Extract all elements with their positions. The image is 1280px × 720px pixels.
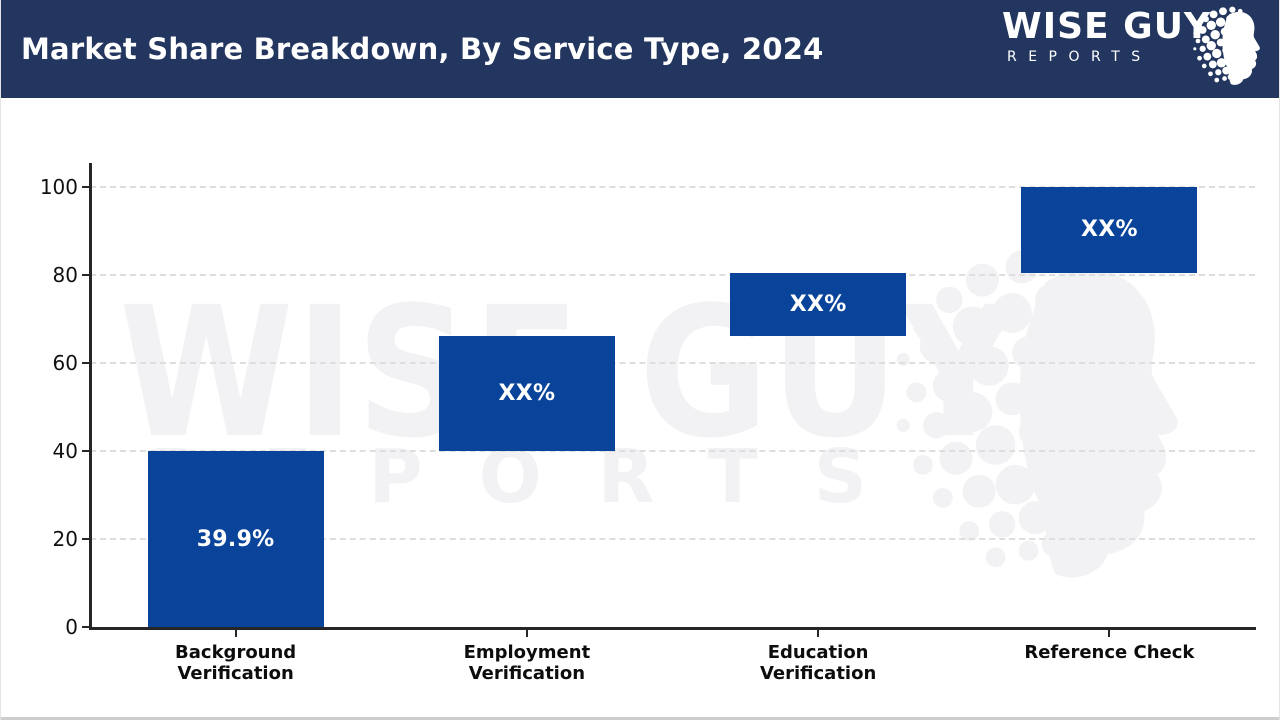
x-category-label-line: Verification — [759, 663, 877, 684]
logo-tagline: REPORTS — [1006, 48, 1152, 65]
x-category-label: Education Verification — [678, 642, 958, 684]
y-tick-mark — [82, 186, 90, 188]
bar-value-label: 39.9% — [196, 526, 275, 552]
x-category-label: Reference Check — [969, 642, 1249, 663]
gridline-60 — [90, 362, 1255, 364]
y-tick-mark — [82, 274, 90, 276]
bar-1: 39.9% — [147, 451, 324, 627]
watermark-face-icon — [896, 247, 1178, 578]
bar-2: XX% — [438, 336, 615, 452]
header-banner: Market Share Breakdown, By Service Type,… — [1, 0, 1279, 98]
y-axis — [89, 163, 92, 629]
x-category-label-line: Education — [767, 642, 869, 663]
bar-3: XX% — [730, 272, 907, 337]
x-axis — [89, 627, 1256, 630]
y-tick-label: 100 — [39, 175, 78, 199]
x-category-label-line: Background — [175, 642, 297, 663]
x-category-label-line: Verification — [177, 663, 294, 684]
bar-value-label: XX% — [498, 381, 556, 407]
bar-4: XX% — [1021, 187, 1198, 273]
x-category-label: Employment Verification — [387, 642, 667, 684]
x-tick-mark — [1108, 628, 1111, 637]
x-category-label-line: Employment — [463, 642, 591, 663]
x-tick-mark — [817, 628, 820, 637]
x-category-label-line: Verification — [468, 663, 586, 684]
gridline-40 — [90, 450, 1255, 452]
gridline-100 — [90, 186, 1255, 188]
wiseguy-face-icon — [1193, 6, 1260, 85]
y-tick-label: 40 — [52, 439, 78, 463]
x-category-label: Background Verification — [96, 642, 376, 684]
y-tick-mark — [82, 450, 90, 452]
y-tick-label: 80 — [52, 263, 78, 287]
y-tick-label: 60 — [52, 351, 78, 375]
bar-value-label: XX% — [789, 291, 847, 317]
chart-area: WISE GUY REPORTS 0 20 40 60 80 100 39.9% Backgr… — [1, 98, 1279, 717]
y-tick-mark — [82, 626, 90, 628]
y-tick-label: 20 — [52, 527, 78, 551]
bar-value-label: XX% — [1080, 217, 1138, 243]
x-tick-mark — [234, 628, 237, 637]
x-tick-mark — [525, 628, 528, 637]
footer-divider — [1, 717, 1279, 720]
gridline-80 — [90, 274, 1255, 276]
y-tick-mark — [82, 362, 90, 364]
page-title: Market Share Breakdown, By Service Type,… — [21, 32, 824, 66]
wise-guy-logo: WISE GUY REPORTS — [1002, 6, 1265, 91]
logo-text: WISE GUY REPORTS — [1002, 8, 1211, 65]
x-category-label-line: Reference Check — [1024, 642, 1195, 663]
y-tick-mark — [82, 538, 90, 540]
y-tick-label: 0 — [65, 615, 78, 639]
gridline-20 — [90, 538, 1255, 540]
logo-name: WISE GUY — [1001, 6, 1211, 47]
